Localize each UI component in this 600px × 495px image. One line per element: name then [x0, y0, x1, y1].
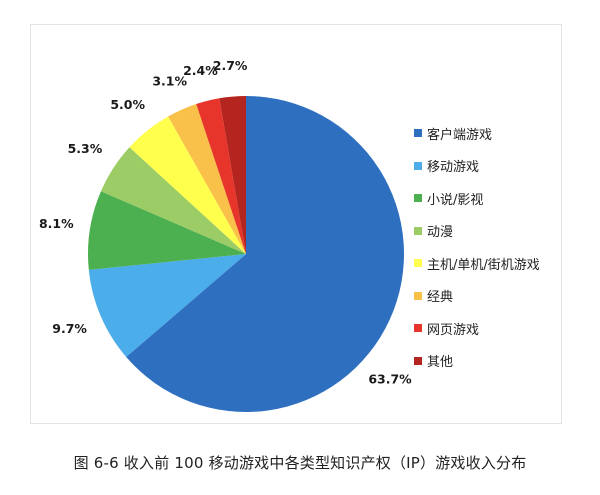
slice-value-label: 2.7% — [213, 58, 248, 73]
legend-label: 小说/影视 — [427, 192, 484, 208]
slice-value-label: 5.3% — [68, 141, 103, 156]
pie-slice — [126, 96, 405, 412]
slice-value-label: 3.1% — [152, 74, 187, 89]
legend-item-mobile-games: 移动游戏 — [414, 150, 564, 183]
pie-slice — [88, 254, 246, 357]
legend-label: 经典 — [427, 290, 454, 306]
chart-legend: 客户端游戏 移动游戏 小说/影视 动漫 主机/单机/街机游戏 经典 网页游戏 其… — [414, 117, 564, 377]
legend-swatch — [414, 129, 422, 138]
legend-swatch — [414, 259, 422, 268]
legend-swatch — [414, 194, 422, 203]
legend-item-console-games: 主机/单机/街机游戏 — [414, 247, 564, 280]
legend-item-novel-film: 小说/影视 — [414, 182, 564, 215]
legend-swatch — [414, 291, 422, 300]
pie-slice — [88, 191, 246, 270]
legend-swatch — [414, 226, 422, 235]
legend-item-anime: 动漫 — [414, 215, 564, 248]
legend-label: 客户端游戏 — [427, 127, 493, 143]
slice-value-label: 5.0% — [110, 97, 145, 112]
legend-label: 移动游戏 — [427, 160, 480, 176]
pie-slices — [88, 96, 405, 412]
legend-swatch — [414, 324, 422, 333]
pie-slice — [196, 98, 246, 255]
slice-value-label: 8.1% — [39, 216, 74, 231]
legend-item-classic: 经典 — [414, 280, 564, 313]
pie-slice — [219, 96, 246, 254]
legend-swatch — [414, 161, 422, 170]
legend-label: 网页游戏 — [427, 322, 480, 338]
legend-item-web-games: 网页游戏 — [414, 312, 564, 345]
slice-value-label: 9.7% — [52, 321, 87, 336]
slice-value-label: 63.7% — [368, 372, 412, 387]
figure-caption: 图 6-6 收入前 100 移动游戏中各类型知识产权（IP）游戏收入分布 — [73, 454, 527, 472]
legend-label: 其他 — [427, 355, 454, 371]
legend-label: 动漫 — [427, 225, 454, 241]
pie-slice — [129, 116, 246, 254]
legend-item-other: 其他 — [414, 345, 564, 378]
legend-item-client-games: 客户端游戏 — [414, 117, 564, 150]
legend-swatch — [414, 356, 422, 365]
slice-value-label: 2.4% — [183, 63, 218, 78]
pie-value-labels: 63.7% 9.7% 8.1% 5.3% 5.0% 3.1%2.4%2.7% — [39, 58, 412, 386]
pie-slice — [100, 147, 247, 254]
pie-slice — [168, 104, 246, 254]
legend-label: 主机/单机/街机游戏 — [427, 257, 540, 273]
